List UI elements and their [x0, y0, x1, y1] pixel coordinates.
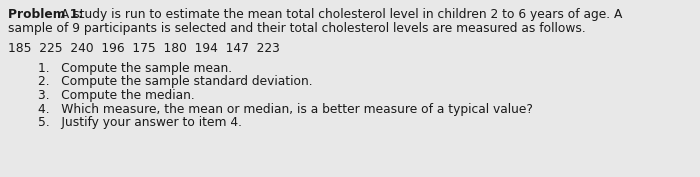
Text: 2.   Compute the sample standard deviation.: 2. Compute the sample standard deviation… — [38, 76, 313, 88]
Text: A study is run to estimate the mean total cholesterol level in children 2 to 6 y: A study is run to estimate the mean tota… — [57, 8, 622, 21]
Text: Problem 1:: Problem 1: — [8, 8, 83, 21]
Text: 1.   Compute the sample mean.: 1. Compute the sample mean. — [38, 62, 232, 75]
Text: 185  225  240  196  175  180  194  147  223: 185 225 240 196 175 180 194 147 223 — [8, 42, 280, 55]
Text: 3.   Compute the median.: 3. Compute the median. — [38, 89, 195, 102]
Text: 5.   Justify your answer to item 4.: 5. Justify your answer to item 4. — [38, 116, 242, 129]
Text: sample of 9 participants is selected and their total cholesterol levels are meas: sample of 9 participants is selected and… — [8, 22, 586, 35]
Text: 4.   Which measure, the mean or median, is a better measure of a typical value?: 4. Which measure, the mean or median, is… — [38, 102, 533, 116]
